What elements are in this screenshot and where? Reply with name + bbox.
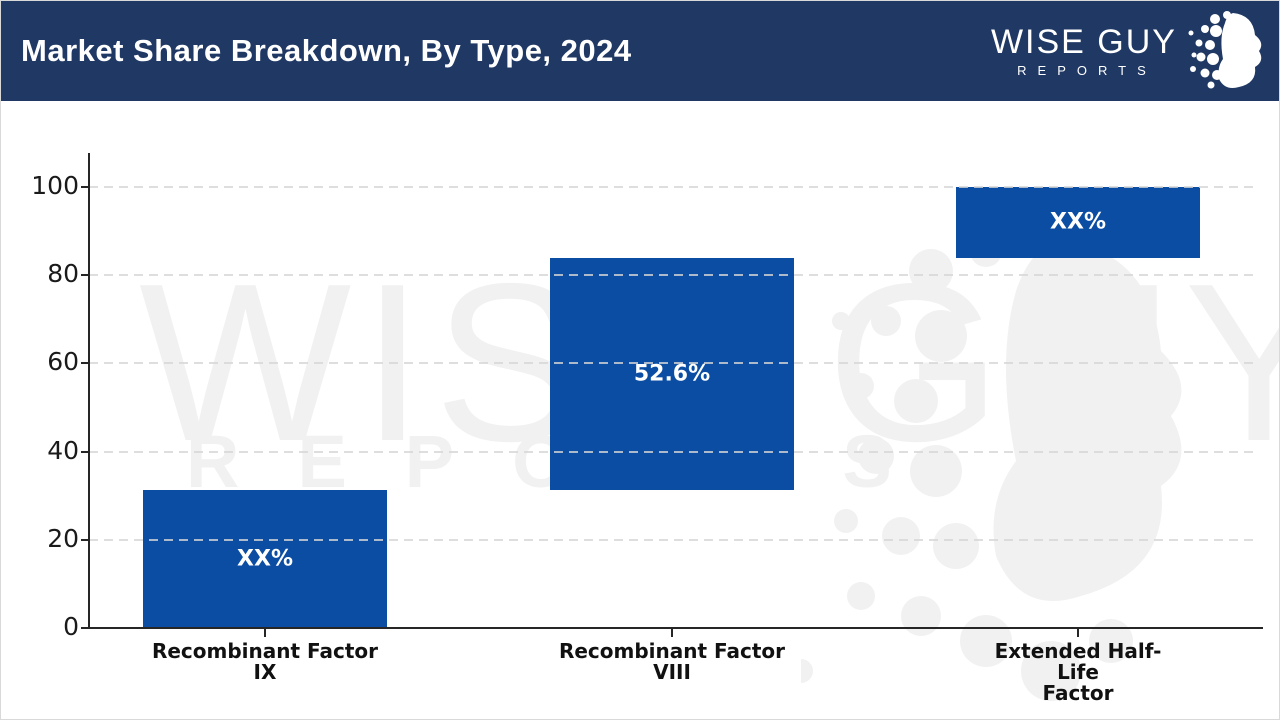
y-tick-label-20: 20 <box>47 523 79 553</box>
x-tick-mark-2 <box>671 629 673 637</box>
bar-value-label-1: XX% <box>237 546 293 572</box>
bar-value-label-3: XX% <box>1050 209 1106 235</box>
gridline-100 <box>89 186 1259 188</box>
y-tick-mark-80 <box>81 274 89 277</box>
y-tick-mark-100 <box>81 186 89 188</box>
y-tick-mark-20 <box>81 538 89 541</box>
gridline-80 <box>89 274 1259 277</box>
logo-text: WISE GUY REPORTS <box>991 25 1177 77</box>
gridline-40 <box>89 450 1259 453</box>
bar-value-label-2: 52.6% <box>633 361 711 387</box>
y-tick-mark-40 <box>81 450 89 453</box>
y-tick-label-80: 80 <box>47 259 79 289</box>
page-title: Market Share Breakdown, By Type, 2024 <box>21 33 632 68</box>
x-tick-mark-1 <box>264 629 266 637</box>
y-tick-label-0: 0 <box>63 612 79 641</box>
x-category-label-3: Extended Half-Life Factor <box>994 639 1162 705</box>
logo-face-icon <box>1188 11 1262 89</box>
y-tick-mark-60 <box>81 362 89 365</box>
gridline-20 <box>89 538 1259 541</box>
x-tick-mark-3 <box>1077 629 1079 637</box>
y-tick-label-60: 60 <box>47 347 79 377</box>
y-tick-label-100: 100 <box>31 171 79 200</box>
logo-subtitle: REPORTS <box>1017 63 1157 78</box>
y-tick-label-40: 40 <box>47 435 79 465</box>
x-category-label-1: Recombinant Factor IX <box>151 639 379 684</box>
wise-guy-reports-logo: WISE GUY REPORTS <box>991 7 1267 95</box>
x-category-label-2: Recombinant Factor VIII <box>558 639 786 684</box>
gridline-60 <box>89 362 1259 365</box>
bar-1 <box>143 489 387 628</box>
y-axis-line <box>88 153 90 629</box>
x-axis-line <box>88 627 1263 629</box>
header-bar: Market Share Breakdown, By Type, 2024 WI… <box>1 1 1279 101</box>
bar-3 <box>956 187 1200 258</box>
y-tick-mark-0 <box>81 627 89 629</box>
watermark-face-dots <box>801 235 1182 701</box>
logo-wordmark: WISE GUY <box>990 23 1177 61</box>
